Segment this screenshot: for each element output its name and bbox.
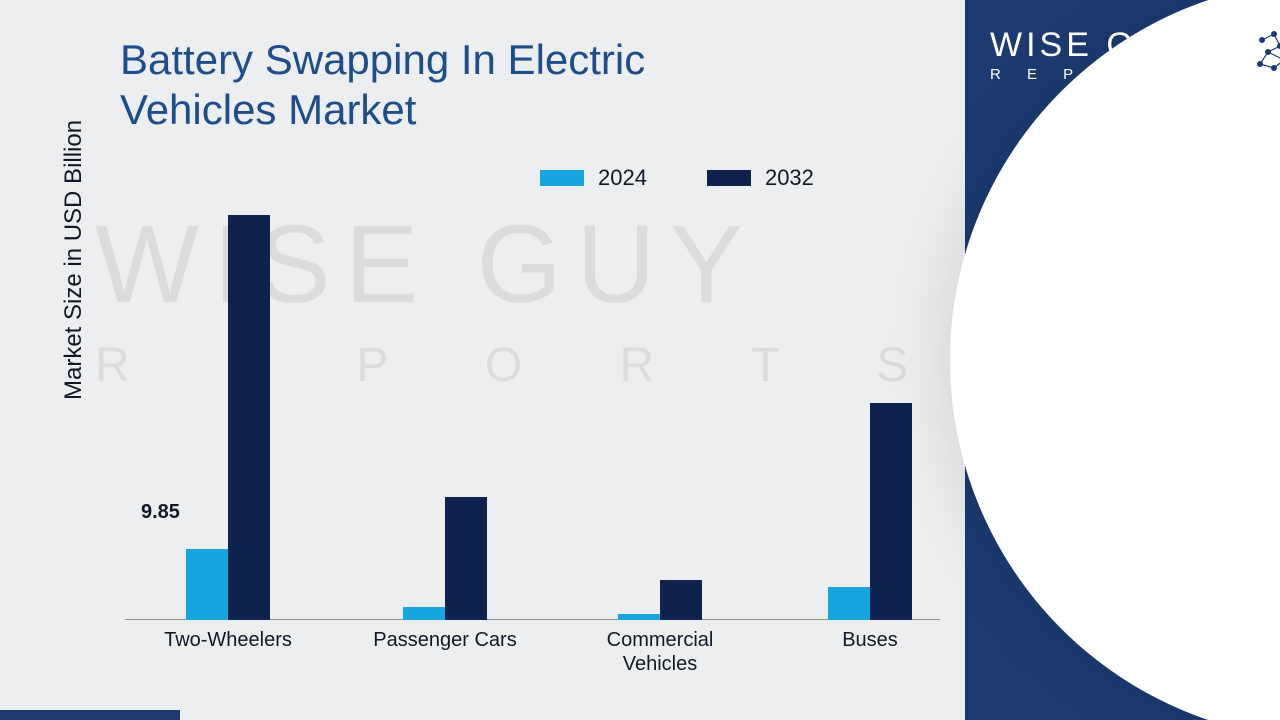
brand-head-icon bbox=[1240, 20, 1280, 90]
legend-label: 2024 bbox=[598, 165, 647, 191]
y-axis-label: Market Size in USD Billion bbox=[60, 120, 88, 400]
legend-swatch bbox=[707, 170, 751, 186]
bar-group: 9.85Two-Wheelers bbox=[153, 215, 303, 620]
category-label: Two-Wheelers bbox=[148, 628, 308, 652]
brand-sub: R E P O R T S bbox=[990, 66, 1230, 83]
category-label: Commercial Vehicles bbox=[580, 628, 740, 676]
plot-area: 9.85Two-Wheelers Passenger Cars Commercial… bbox=[125, 215, 940, 620]
brand-main: WISE GUY bbox=[990, 28, 1230, 62]
legend-item-2024: 2024 bbox=[540, 165, 647, 191]
bottom-accent bbox=[0, 710, 180, 720]
bar-group: Buses bbox=[795, 403, 945, 620]
legend: 2024 2032 bbox=[540, 165, 814, 191]
category-label: Buses bbox=[790, 628, 950, 652]
bar-2024 bbox=[403, 607, 445, 620]
legend-swatch bbox=[540, 170, 584, 186]
brand-logo: WISE GUY R E P O R T S bbox=[990, 20, 1255, 90]
bar-2024 bbox=[828, 587, 870, 620]
bar-2032 bbox=[660, 580, 702, 620]
legend-item-2032: 2032 bbox=[707, 165, 814, 191]
bar-2032 bbox=[870, 403, 912, 620]
bar-2032 bbox=[445, 497, 487, 620]
bar-2024 bbox=[186, 549, 228, 620]
bar-group: Commercial Vehicles bbox=[585, 580, 735, 620]
bar-2032 bbox=[228, 215, 270, 620]
bar-group: Passenger Cars bbox=[370, 497, 520, 620]
legend-label: 2032 bbox=[765, 165, 814, 191]
bar-2024 bbox=[618, 614, 660, 620]
category-label: Passenger Cars bbox=[365, 628, 525, 652]
chart-title: Battery Swapping In Electric Vehicles Ma… bbox=[120, 35, 760, 134]
chart-card: WISE GUY R E P O R T S WISE GUY R E P O … bbox=[0, 0, 1280, 720]
bar-value-label: 9.85 bbox=[141, 501, 180, 524]
